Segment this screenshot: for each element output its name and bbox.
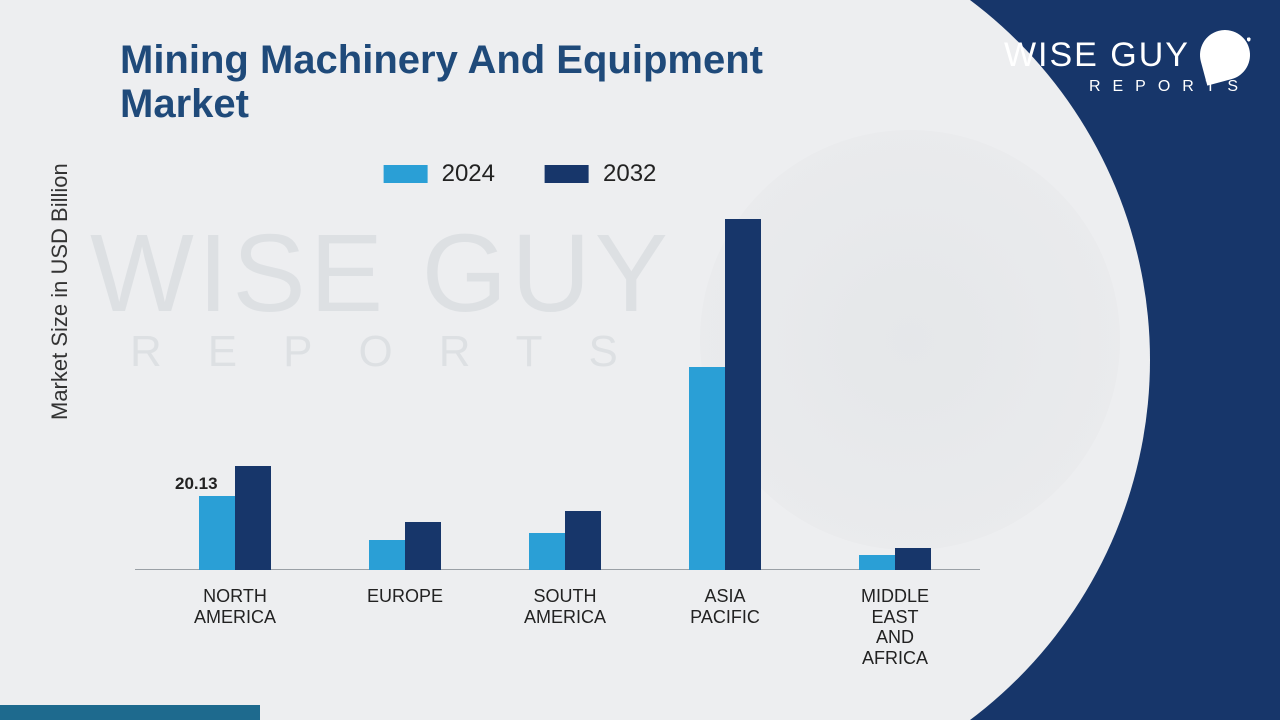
x-tick-label: EUROPE: [325, 586, 485, 607]
bar-2032: [895, 548, 931, 570]
x-tick-label: ASIAPACIFIC: [645, 586, 805, 627]
bar-group: [815, 200, 975, 570]
value-label: 20.13: [175, 474, 218, 494]
brand-head-icon: [1194, 24, 1255, 85]
bar-2032: [725, 219, 761, 571]
legend: 2024 2032: [384, 160, 657, 188]
x-tick-label: MIDDLEEASTANDAFRICA: [815, 586, 975, 669]
bar-2024: [199, 496, 235, 570]
legend-swatch-2032: [545, 165, 589, 183]
bar-2024: [689, 367, 725, 571]
legend-label-2032: 2032: [603, 160, 656, 188]
x-tick-label: NORTHAMERICA: [155, 586, 315, 627]
footer-accent-bar: [0, 705, 260, 720]
bar-2032: [235, 466, 271, 570]
bar-group: [325, 200, 485, 570]
y-axis-label: Market Size in USD Billion: [47, 163, 73, 420]
bar-group: [645, 200, 805, 570]
bar-2024: [529, 533, 565, 570]
legend-label-2024: 2024: [442, 160, 495, 188]
legend-item-2032: 2032: [545, 160, 656, 188]
bar-2032: [405, 522, 441, 570]
bar-group: [485, 200, 645, 570]
brand-line1: WISE GUY: [1004, 36, 1190, 75]
plot-area: 20.13: [135, 200, 980, 570]
bar-2032: [565, 511, 601, 570]
bar-group: [155, 200, 315, 570]
chart-canvas: WISE GUY REPORTS Mining Machinery And Eq…: [0, 0, 1280, 720]
bar-2024: [369, 540, 405, 570]
x-tick-label: SOUTHAMERICA: [485, 586, 645, 627]
bar-chart: Market Size in USD Billion 2024 2032 20.…: [60, 160, 980, 680]
brand-logo: WISE GUY REPORTS: [1004, 30, 1250, 96]
bar-2024: [859, 555, 895, 570]
legend-item-2024: 2024: [384, 160, 495, 188]
x-axis-labels: NORTHAMERICA EUROPESOUTHAMERICAASIAPACIFI…: [135, 580, 980, 680]
legend-swatch-2024: [384, 165, 428, 183]
chart-title: Mining Machinery And Equipment Market: [120, 38, 820, 126]
